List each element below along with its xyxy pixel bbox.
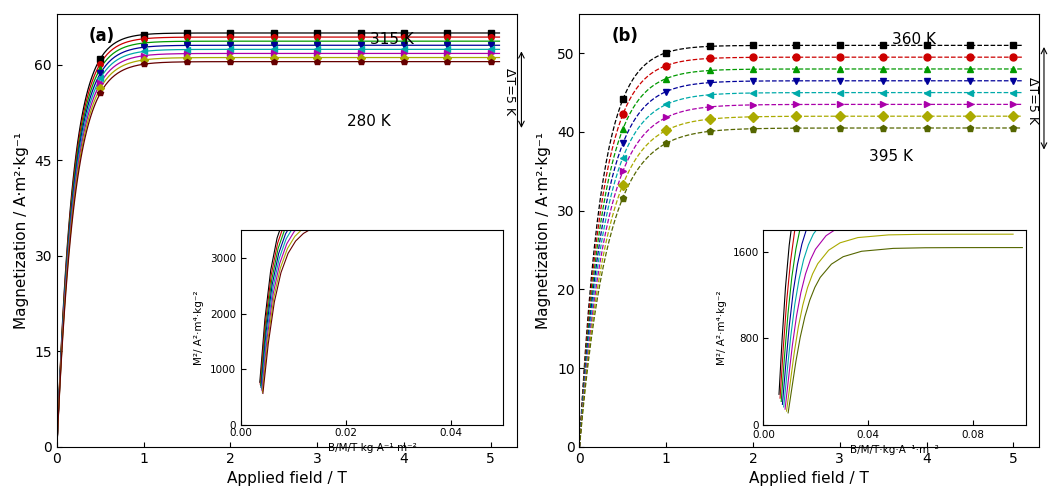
Text: 315 K: 315 K <box>370 32 413 47</box>
Text: (a): (a) <box>89 27 115 45</box>
Y-axis label: Magnetization / A·m²·kg⁻¹: Magnetization / A·m²·kg⁻¹ <box>537 132 552 329</box>
Text: 280 K: 280 K <box>346 114 391 130</box>
Y-axis label: Magnetization / A·m²·kg⁻¹: Magnetization / A·m²·kg⁻¹ <box>14 132 29 329</box>
Text: ΔT=5 K: ΔT=5 K <box>1026 77 1039 124</box>
Text: ΔT=5 K: ΔT=5 K <box>503 68 517 116</box>
Text: 360 K: 360 K <box>893 32 936 47</box>
X-axis label: Applied field / T: Applied field / T <box>750 471 869 486</box>
Text: 395 K: 395 K <box>869 149 913 164</box>
Text: (b): (b) <box>612 27 639 45</box>
X-axis label: Applied field / T: Applied field / T <box>227 471 346 486</box>
